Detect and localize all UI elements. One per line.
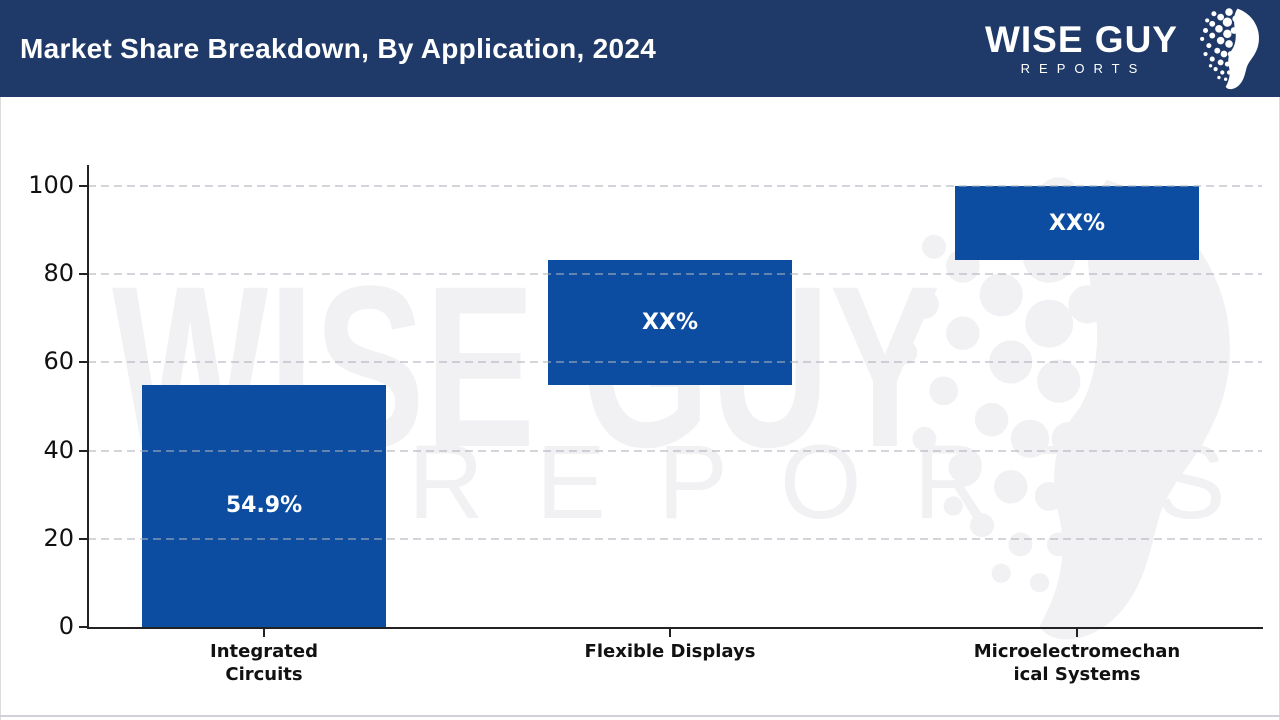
y-axis-tick <box>79 361 87 364</box>
category-label: Microelectromechan ical Systems <box>973 641 1181 685</box>
category-label: Flexible Displays <box>584 641 756 662</box>
y-axis-tick <box>79 185 87 187</box>
bar-segment: XX% <box>955 186 1199 261</box>
bar-value-label: 54.9% <box>225 493 303 519</box>
bar-value-label: XX% <box>1049 210 1105 236</box>
logo-text: WISE GUY REPORTS <box>985 21 1178 76</box>
gridline <box>88 185 1262 187</box>
x-axis-tick <box>1076 629 1078 637</box>
logo-wordmark-bottom: REPORTS <box>1020 61 1147 76</box>
bar-value-label: XX% <box>642 309 698 335</box>
y-axis-tick-label: 100 <box>28 171 74 199</box>
y-axis-tick-label: 0 <box>58 612 74 640</box>
page-title: Market Share Breakdown, By Application, … <box>20 32 657 64</box>
gridline <box>88 361 1262 364</box>
category-label: Integrated Circuits <box>210 641 318 685</box>
wise-guy-reports-logo: WISE GUY REPORTS <box>985 7 1280 91</box>
gridline <box>88 449 1262 452</box>
y-axis-tick <box>79 626 87 628</box>
y-axis-tick <box>79 273 87 276</box>
y-axis-tick-label: 60 <box>43 347 74 376</box>
header-bar: Market Share Breakdown, By Application, … <box>0 0 1280 97</box>
y-axis-tick-label: 20 <box>43 523 74 552</box>
bar-segment: 54.9% <box>142 384 386 627</box>
waterfall-chart: 54.9% XX% XX% 0 20 40 60 80 100 Integrated Circui… <box>0 97 1280 720</box>
logo-wordmark-top: WISE GUY <box>984 19 1178 60</box>
gridline <box>88 273 1262 276</box>
y-axis-tick <box>79 449 87 452</box>
y-axis-line <box>87 165 89 629</box>
bar-segment: XX% <box>548 260 792 385</box>
logo-face-icon <box>1182 7 1266 91</box>
y-axis-tick-label: 80 <box>43 259 74 288</box>
x-axis-line <box>87 627 1263 629</box>
x-axis-tick <box>669 629 671 637</box>
x-axis-tick <box>263 629 265 637</box>
y-axis-tick <box>79 537 87 540</box>
gridline <box>88 537 1262 540</box>
y-axis-tick-label: 40 <box>43 435 74 464</box>
frame-border-bottom <box>0 715 1280 717</box>
frame-border-left <box>0 97 1 720</box>
